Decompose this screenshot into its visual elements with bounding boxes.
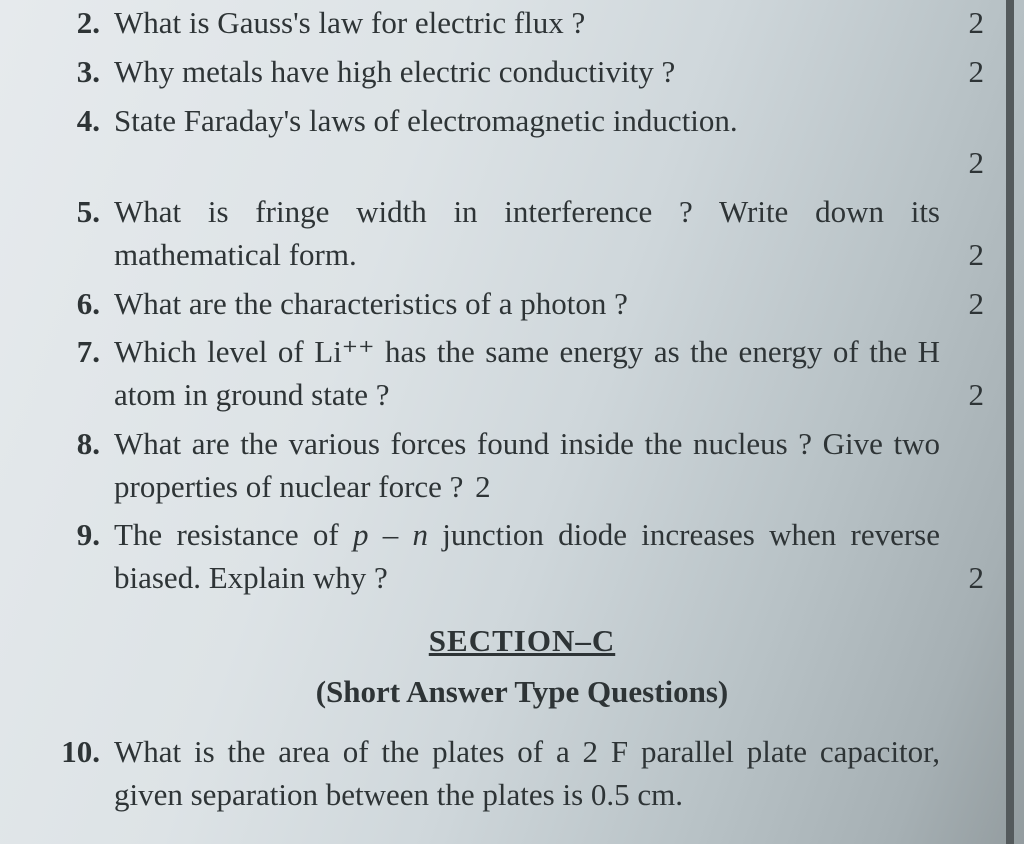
- question-row: 9. The resistance of p – n junction diod…: [60, 514, 984, 600]
- question-marks: 2: [940, 374, 984, 417]
- question-text: What is Gauss's law for electric flux ?: [114, 2, 940, 45]
- page-right-edge: [1006, 0, 1014, 844]
- question-text: Which level of Li⁺⁺ has the same energy …: [114, 331, 940, 417]
- question-row: 4. State Faraday's laws of electromagnet…: [60, 100, 984, 143]
- question-number: 7.: [60, 331, 114, 374]
- question-marks: 2: [940, 2, 984, 45]
- question-row: 8. What are the various forces found ins…: [60, 423, 984, 509]
- question-number: 9.: [60, 514, 114, 557]
- question-text: State Faraday's laws of electromagnetic …: [114, 100, 940, 143]
- question-marks-inline: 2: [475, 469, 491, 504]
- question-text: What are the various forces found inside…: [114, 423, 940, 509]
- question-text: What are the characteristics of a photon…: [114, 283, 940, 326]
- question-text: Why metals have high electric conductivi…: [114, 51, 940, 94]
- question-text: What is the area of the plates of a 2 F …: [114, 731, 940, 817]
- question-row: 2. What is Gauss's law for electric flux…: [60, 2, 984, 45]
- question-number: 8.: [60, 423, 114, 466]
- question-number: 5.: [60, 191, 114, 234]
- question-number: 6.: [60, 283, 114, 326]
- question-row: 6. What are the characteristics of a pho…: [60, 283, 984, 326]
- question-row: 5. What is fringe width in interference …: [60, 191, 984, 277]
- question-marks: 2: [940, 51, 984, 94]
- question-marks: 2: [940, 234, 984, 277]
- question-number: 4.: [60, 100, 114, 143]
- exam-paper-page: 2. What is Gauss's law for electric flux…: [0, 0, 1024, 844]
- question-text: What is fringe width in interference ? W…: [114, 191, 940, 277]
- question-number: 10.: [60, 731, 114, 774]
- question-text-span: What are the various forces found inside…: [114, 426, 940, 504]
- question-row: 10. What is the area of the plates of a …: [60, 731, 984, 817]
- question-number: 3.: [60, 51, 114, 94]
- section-subtitle: (Short Answer Type Questions): [60, 671, 984, 714]
- page-content: 2. What is Gauss's law for electric flux…: [60, 0, 984, 817]
- question-number: 2.: [60, 2, 114, 45]
- question-row: 3. Why metals have high electric conduct…: [60, 51, 984, 94]
- question-marks-row: 2: [60, 142, 984, 185]
- question-text: The resistance of p – n junction diode i…: [114, 514, 940, 600]
- question-marks: 2: [940, 283, 984, 326]
- question-marks: 2: [940, 557, 984, 600]
- question-marks: 2: [940, 142, 984, 185]
- section-heading: SECTION–C: [60, 620, 984, 663]
- question-row: 7. Which level of Li⁺⁺ has the same ener…: [60, 331, 984, 417]
